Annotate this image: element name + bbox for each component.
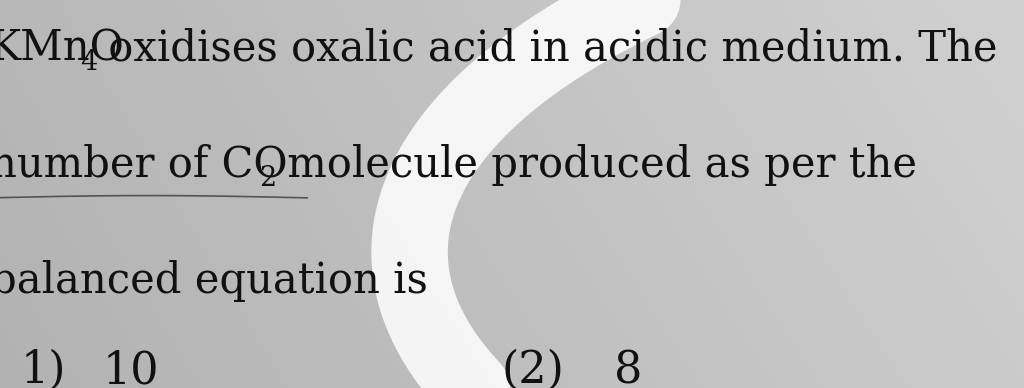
Text: 1): 1) (20, 349, 66, 388)
Text: molecule produced as per the: molecule produced as per the (274, 144, 918, 185)
Text: KMnO: KMnO (0, 27, 125, 69)
Text: 2: 2 (259, 165, 276, 192)
Text: 4: 4 (80, 48, 97, 76)
Text: oxidises oxalic acid in acidic medium. The: oxidises oxalic acid in acidic medium. T… (95, 27, 997, 69)
Text: balanced equation is: balanced equation is (0, 260, 428, 302)
Text: 8: 8 (614, 349, 643, 388)
Text: (2): (2) (502, 349, 564, 388)
Text: number of CO: number of CO (0, 144, 288, 185)
Text: 10: 10 (102, 349, 159, 388)
